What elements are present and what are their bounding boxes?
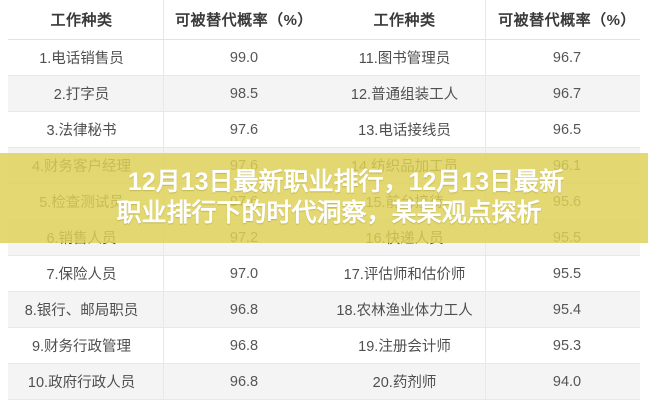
header-job-right: 工作种类 [373,12,436,29]
cell-job-right: 20.药剂师 [372,375,437,391]
cell-job-right: 12.普通组装工人 [350,87,459,103]
cell-job-right: 19.注册会计师 [358,339,451,355]
title-banner-overlay: 12月13日最新职业排行，12月13日最新 职业排行下的时代洞察，某某观点探析 [0,153,648,243]
cell-pct-left: 96.8 [163,328,324,363]
cell-job-left: 2.打字员 [53,87,110,103]
cell-pct-left: 97.6 [163,112,324,147]
header-job-left: 工作种类 [50,12,113,29]
cell-pct-right: 96.5 [485,112,648,147]
table-row: 10.政府行政人员 96.8 20.药剂师 94.0 [0,364,648,400]
table-row: 3.法律秘书 97.6 13.电话接线员 96.5 [0,112,648,148]
cell-pct-left: 97.0 [163,256,324,291]
cell-pct-right: 95.4 [485,292,648,327]
table-row: 2.打字员 98.5 12.普通组装工人 96.7 [0,76,648,112]
table-row: 9.财务行政管理 96.8 19.注册会计师 95.3 [0,328,648,364]
cell-job-left: 10.政府行政人员 [27,375,136,391]
table-header-row: 工作种类 可被替代概率（%） 工作种类 可被替代概率（%） [0,0,648,40]
cell-job-left: 3.法律秘书 [46,123,117,139]
cell-pct-right: 96.7 [485,40,648,75]
banner-title-line-1: 12月13日最新职业排行，12月13日最新 [127,168,565,196]
cell-job-left: 9.财务行政管理 [31,339,132,355]
header-pct-right: 可被替代概率（%） [485,0,648,39]
cell-pct-right: 96.7 [485,76,648,111]
cell-pct-right: 95.5 [485,256,648,291]
cell-job-left: 8.银行、邮局职员 [24,303,139,319]
cell-job-right: 11.图书管理员 [358,51,451,67]
cell-pct-left: 99.0 [163,40,324,75]
header-pct-left: 可被替代概率（%） [163,0,324,39]
cell-pct-left: 96.8 [163,364,324,399]
cell-pct-left: 96.8 [163,292,324,327]
cell-pct-right: 94.0 [485,364,648,399]
banner-title-line-2: 职业排行下的时代洞察，某某观点探析 [116,199,542,227]
table-row: 7.保险人员 97.0 17.评估师和估价师 95.5 [0,256,648,292]
cell-job-right: 18.农林渔业体力工人 [336,303,473,319]
table-row: 8.银行、邮局职员 96.8 18.农林渔业体力工人 95.4 [0,292,648,328]
cell-pct-left: 98.5 [163,76,324,111]
table-row: 1.电话销售员 99.0 11.图书管理员 96.7 [0,40,648,76]
cell-job-right: 17.评估师和估价师 [343,267,466,283]
cell-job-left: 7.保险人员 [46,267,117,283]
cell-job-left: 1.电话销售员 [39,51,124,67]
cell-job-right: 13.电话接线员 [358,123,451,139]
cell-pct-right: 95.3 [485,328,648,363]
